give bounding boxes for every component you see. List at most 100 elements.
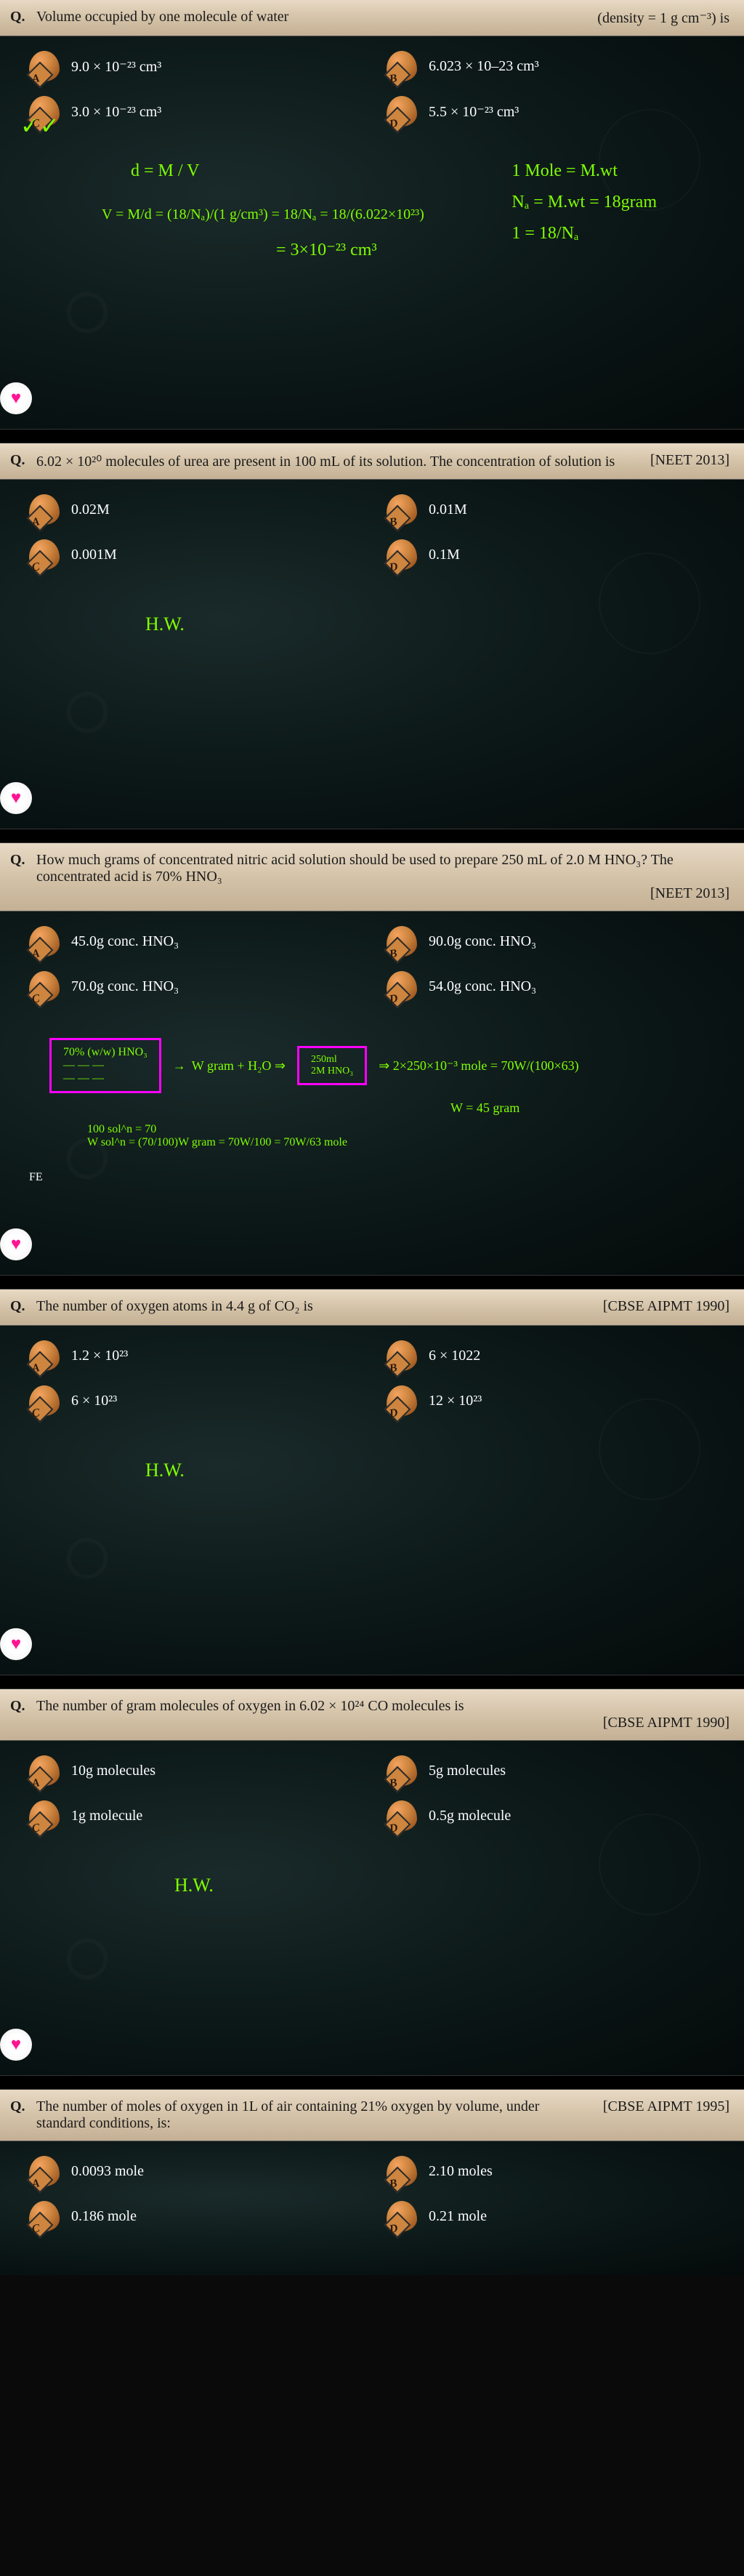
q-marker: Q. [10,852,25,869]
answers-grid: A 1.2 × 10²³ B6 × 1022 C6 × 10²³ D 12 × 10… [29,1340,715,1416]
option-b[interactable]: B 6.023 × 10–23 cm³ [387,51,715,81]
head-icon: D [387,971,417,1002]
option-b[interactable]: B0.01M [387,494,715,525]
pink-box-1: 70% (w/w) HNO₃— — —— — — [49,1038,161,1093]
option-a[interactable]: A 1.2 × 10²³ [29,1340,357,1371]
hw-right-notes: 1 Mole = M.wt Nₐ = M.wt = 18gram 1 = 18/… [512,156,657,250]
head-icon: A [29,1340,60,1371]
option-a[interactable]: A0.02M [29,494,357,525]
head-icon: B [387,2156,417,2186]
handwriting-work: H.W. [29,1846,715,1896]
option-a[interactable]: A 10g molecules [29,1755,357,1786]
option-d[interactable]: D0.1M [387,539,715,570]
heart-icon[interactable]: ♥ [0,382,32,414]
head-icon: D [387,1800,417,1831]
option-b[interactable]: B6 × 1022 [387,1340,715,1371]
option-d[interactable]: D 12 × 10²³ [387,1385,715,1416]
option-text: 0.5g molecule [429,1808,511,1824]
watermark-radiation [29,1500,145,1617]
answers-grid: A0.02M B0.01M C0.001M D0.1M [29,494,715,570]
answers-area: A0.02M B0.01M C0.001M D0.1M H.W. ♥ [0,480,744,829]
option-a[interactable]: A 9.0 × 10⁻²³ cm³ [29,51,357,81]
heart-icon[interactable]: ♥ [0,1228,32,1260]
option-text: 9.0 × 10⁻²³ cm³ [71,57,161,76]
option-c[interactable]: C1g molecule [29,1800,357,1831]
head-icon: A [29,1755,60,1786]
question-header: Q. 6.02 × 10²⁰ molecules of urea are pre… [0,443,744,480]
option-text: 1.2 × 10²³ [71,1348,128,1364]
question-text: The number of oxygen atoms in 4.4 g of C… [36,1298,589,1315]
question-tag: (density = 1 g cm⁻³) is [597,9,729,27]
hw-line: H.W. [145,1460,185,1481]
option-c[interactable]: C70.0g conc. HNO₃ [29,971,357,1002]
answers-area: A0.0093 mole B 2.10 moles C0.186 mole D0.… [0,2141,744,2275]
question-header: Q. The number of moles of oxygen in 1L o… [0,2090,744,2141]
option-c[interactable]: C6 × 10²³ [29,1385,357,1416]
option-c[interactable]: C 3.0 × 10⁻²³ cm³ ✓✓ [29,96,357,126]
option-a[interactable]: A45.0g conc. HNO₃ [29,926,357,957]
question-5: Q. The number of gram molecules of oxyge… [0,1689,744,2075]
hw-line: 1 Mole = M.wt [512,156,657,187]
head-icon: B [387,926,417,957]
separator [0,1675,744,1689]
answers-area: A 1.2 × 10²³ B6 × 1022 C6 × 10²³ D 12 × 10… [0,1326,744,1675]
option-b[interactable]: B 90.0g conc. HNO₃ [387,926,715,957]
head-icon: A [29,51,60,81]
answers-area: A45.0g conc. HNO₃ B 90.0g conc. HNO₃ C70.… [0,911,744,1275]
hw-line: W = 45 gram [450,1100,700,1116]
hw-line: Nₐ = M.wt = 18gram [512,187,657,218]
question-tag: [CBSE AIPMT 1990] [603,1298,729,1315]
option-c[interactable]: C0.001M [29,539,357,570]
heart-icon[interactable]: ♥ [0,782,32,814]
question-2: Q. 6.02 × 10²⁰ molecules of urea are pre… [0,443,744,829]
option-text: 45.0g conc. HNO₃ [71,933,179,950]
head-icon: B [387,1755,417,1786]
option-b[interactable]: B 2.10 moles [387,2156,715,2186]
hw-line: W gram + H₂O ⇒ [192,1058,286,1074]
option-text: 90.0g conc. HNO₃ [429,933,536,950]
handwriting-work: d = M / V V = M/d = (18/Nₐ)/(1 g/cm³) = … [29,141,715,281]
answers-grid: A 9.0 × 10⁻²³ cm³ B 6.023 × 10–23 cm³ C … [29,51,715,126]
option-text: 10g molecules [71,1763,155,1779]
option-text: 6.023 × 10–23 cm³ [429,58,539,75]
handwriting-work: H.W. [29,584,715,635]
handwriting-work: 70% (w/w) HNO₃— — —— — — → W gram + H₂O … [29,1016,715,1171]
answers-grid: A45.0g conc. HNO₃ B 90.0g conc. HNO₃ C70.… [29,926,715,1002]
option-b[interactable]: B 5g molecules [387,1755,715,1786]
head-icon: C [29,1800,60,1831]
question-text: The number of moles of oxygen in 1L of a… [36,2098,589,2132]
option-text: 54.0g conc. HNO₃ [429,978,536,995]
option-text: 0.001M [71,547,117,563]
head-icon: B [387,51,417,81]
heart-icon[interactable]: ♥ [0,2029,32,2061]
question-header: Q. The number of gram molecules of oxyge… [0,1689,744,1741]
hw-line: H.W. [145,613,185,635]
watermark-radiation [29,1901,145,2017]
question-header: Q. The number of oxygen atoms in 4.4 g o… [0,1289,744,1326]
question-3: Q. How much grams of concentrated nitric… [0,843,744,1275]
q-marker: Q. [10,452,25,469]
hw-line: 1 = 18/Nₐ [512,218,657,249]
option-text: 2.10 moles [429,2163,493,2180]
watermark-radiation [29,654,145,770]
answers-area: A 9.0 × 10⁻²³ cm³ B 6.023 × 10–23 cm³ C … [0,36,744,429]
option-c[interactable]: C0.186 mole [29,2201,357,2231]
answers-grid: A0.0093 mole B 2.10 moles C0.186 mole D0.… [29,2156,715,2231]
question-text: The number of gram molecules of oxygen i… [36,1698,464,1714]
hw-line: W sol^n = (70/100)W gram = 70W/100 = 70W… [87,1136,700,1149]
separator [0,1275,744,1289]
option-a[interactable]: A0.0093 mole [29,2156,357,2186]
separator [0,829,744,843]
option-text: 5g molecules [429,1763,506,1779]
option-d[interactable]: D 54.0g conc. HNO₃ [387,971,715,1002]
option-d[interactable]: D 0.5g molecule [387,1800,715,1831]
head-icon: D [387,2201,417,2231]
head-icon: D [387,1385,417,1416]
option-d[interactable]: D0.21 mole [387,2201,715,2231]
pink-box-2: 250ml 2M HNO₃ [297,1046,367,1085]
heart-icon[interactable]: ♥ [0,1628,32,1660]
option-text: 12 × 10²³ [429,1393,482,1409]
question-header: Q. Volume occupied by one molecule of wa… [0,0,744,36]
head-icon: A [29,494,60,525]
option-d[interactable]: D 5.5 × 10⁻²³ cm³ [387,96,715,126]
